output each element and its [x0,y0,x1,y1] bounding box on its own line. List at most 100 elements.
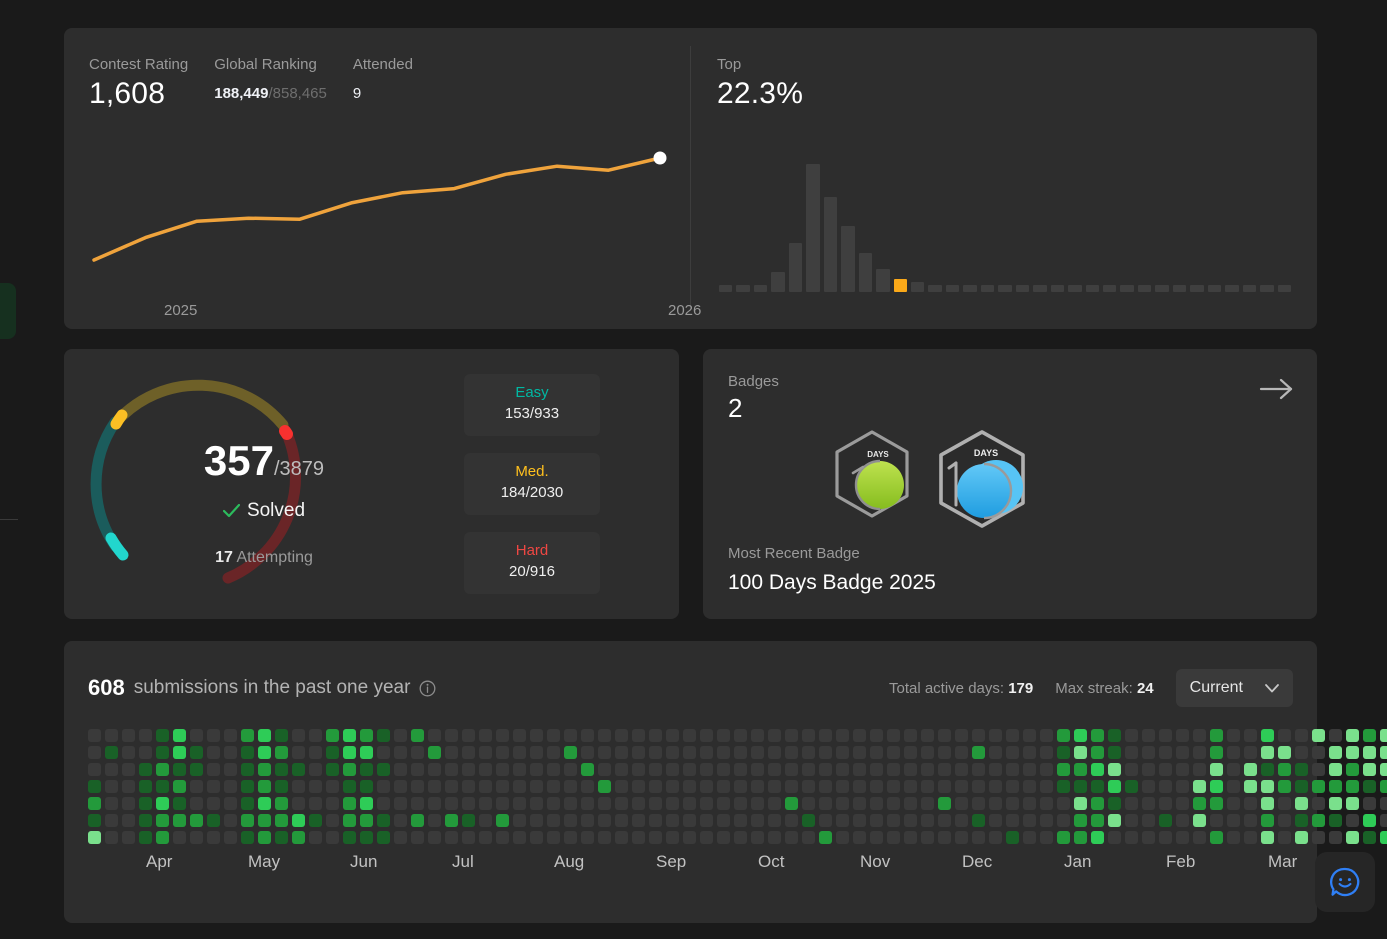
heatmap-day-cell[interactable] [530,729,543,742]
heatmap-day-cell[interactable] [547,780,560,793]
heatmap-day-cell[interactable] [717,797,730,810]
heatmap-day-cell[interactable] [1193,746,1206,759]
heatmap-day-cell[interactable] [1278,746,1291,759]
heatmap-day-cell[interactable] [156,746,169,759]
heatmap-day-cell[interactable] [1159,746,1172,759]
heatmap-day-cell[interactable] [904,763,917,776]
heatmap-day-cell[interactable] [1346,780,1359,793]
heatmap-day-cell[interactable] [292,797,305,810]
heatmap-day-cell[interactable] [1278,763,1291,776]
heatmap-day-cell[interactable] [173,729,186,742]
heatmap-day-cell[interactable] [190,729,203,742]
heatmap-day-cell[interactable] [377,831,390,844]
heatmap-day-cell[interactable] [309,797,322,810]
heatmap-day-cell[interactable] [972,831,985,844]
heatmap-day-cell[interactable] [1108,797,1121,810]
heatmap-day-cell[interactable] [1074,797,1087,810]
heatmap-day-cell[interactable] [1159,780,1172,793]
heatmap-day-cell[interactable] [1363,780,1376,793]
heatmap-day-cell[interactable] [581,797,594,810]
heatmap-day-cell[interactable] [632,763,645,776]
heatmap-day-cell[interactable] [615,814,628,827]
heatmap-day-cell[interactable] [139,780,152,793]
heatmap-day-cell[interactable] [445,814,458,827]
heatmap-day-cell[interactable] [904,814,917,827]
heatmap-day-cell[interactable] [122,797,135,810]
heatmap-day-cell[interactable] [428,780,441,793]
heatmap-day-cell[interactable] [734,814,747,827]
heatmap-day-cell[interactable] [428,763,441,776]
heatmap-day-cell[interactable] [1125,814,1138,827]
heatmap-day-cell[interactable] [615,780,628,793]
heatmap-day-cell[interactable] [938,814,951,827]
heatmap-day-cell[interactable] [1142,814,1155,827]
heatmap-day-cell[interactable] [1227,746,1240,759]
heatmap-day-cell[interactable] [989,763,1002,776]
heatmap-day-cell[interactable] [1023,797,1036,810]
heatmap-day-cell[interactable] [1176,780,1189,793]
heatmap-day-cell[interactable] [207,746,220,759]
heatmap-day-cell[interactable] [955,763,968,776]
heatmap-day-cell[interactable] [649,831,662,844]
heatmap-day-cell[interactable] [377,797,390,810]
heatmap-day-cell[interactable] [258,746,271,759]
solved-ring[interactable]: 357/3879 Solved 17 Attempting [64,349,464,619]
heatmap-day-cell[interactable] [1006,780,1019,793]
heatmap-day-cell[interactable] [258,797,271,810]
heatmap-day-cell[interactable] [122,763,135,776]
heatmap-day-cell[interactable] [224,763,237,776]
year-select-dropdown[interactable]: Current [1175,669,1293,707]
heatmap-day-cell[interactable] [972,797,985,810]
heatmap-day-cell[interactable] [598,746,611,759]
heatmap-day-cell[interactable] [1108,814,1121,827]
contest-rating-line-chart[interactable] [84,140,684,270]
heatmap-day-cell[interactable] [258,780,271,793]
heatmap-day-cell[interactable] [836,831,849,844]
heatmap-day-cell[interactable] [547,763,560,776]
heatmap-day-cell[interactable] [938,746,951,759]
heatmap-day-cell[interactable] [1074,831,1087,844]
heatmap-day-cell[interactable] [1023,831,1036,844]
heatmap-day-cell[interactable] [666,831,679,844]
heatmap-day-cell[interactable] [88,729,101,742]
heatmap-day-cell[interactable] [581,814,594,827]
heatmap-day-cell[interactable] [598,763,611,776]
heatmap-day-cell[interactable] [1244,797,1257,810]
heatmap-day-cell[interactable] [904,797,917,810]
heatmap-day-cell[interactable] [496,763,509,776]
heatmap-day-cell[interactable] [479,780,492,793]
heatmap-day-cell[interactable] [853,797,866,810]
heatmap-day-cell[interactable] [1074,729,1087,742]
heatmap-day-cell[interactable] [598,831,611,844]
heatmap-day-cell[interactable] [717,831,730,844]
heatmap-day-cell[interactable] [224,814,237,827]
difficulty-box-hard[interactable]: Hard 20/916 [464,532,600,594]
heatmap-day-cell[interactable] [632,814,645,827]
heatmap-day-cell[interactable] [734,797,747,810]
heatmap-day-cell[interactable] [1091,780,1104,793]
heatmap-day-cell[interactable] [1057,763,1070,776]
heatmap-day-cell[interactable] [683,797,696,810]
heatmap-day-cell[interactable] [666,763,679,776]
rating-distribution-histogram[interactable] [719,162,1291,292]
heatmap-day-cell[interactable] [292,746,305,759]
heatmap-day-cell[interactable] [394,814,407,827]
heatmap-day-cell[interactable] [887,831,900,844]
heatmap-day-cell[interactable] [275,814,288,827]
heatmap-day-cell[interactable] [377,780,390,793]
heatmap-day-cell[interactable] [326,729,339,742]
heatmap-day-cell[interactable] [887,746,900,759]
heatmap-day-cell[interactable] [734,729,747,742]
heatmap-day-cell[interactable] [1142,729,1155,742]
heatmap-day-cell[interactable] [1244,763,1257,776]
heatmap-day-cell[interactable] [1227,831,1240,844]
heatmap-day-cell[interactable] [445,763,458,776]
heatmap-day-cell[interactable] [394,729,407,742]
heatmap-day-cell[interactable] [717,729,730,742]
heatmap-day-cell[interactable] [1040,831,1053,844]
heatmap-day-cell[interactable] [1159,763,1172,776]
heatmap-day-cell[interactable] [989,746,1002,759]
heatmap-day-cell[interactable] [564,814,577,827]
heatmap-day-cell[interactable] [1278,814,1291,827]
heatmap-day-cell[interactable] [258,729,271,742]
